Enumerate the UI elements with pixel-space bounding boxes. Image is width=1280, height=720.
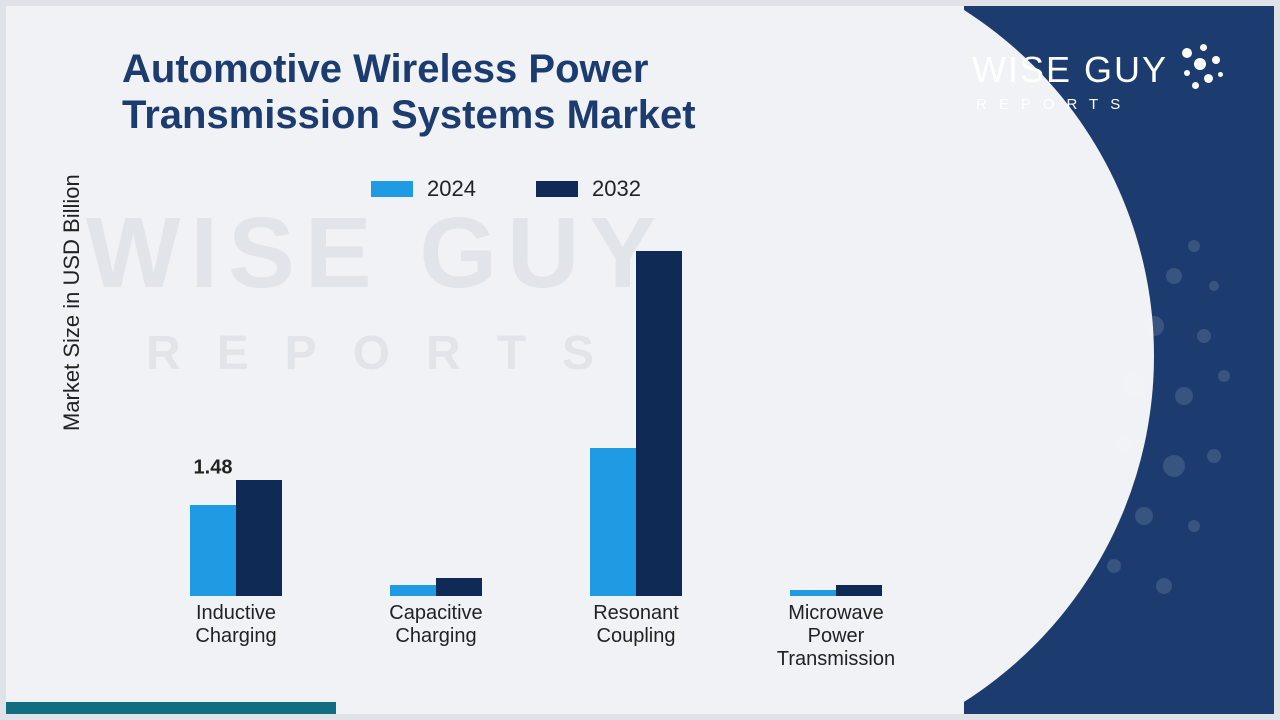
- bar-group: ResonantCoupling: [536, 226, 736, 596]
- legend: 2024 2032: [66, 176, 946, 202]
- bar: [390, 585, 436, 596]
- brand-logo: WISE GUY REPORTS: [972, 42, 1230, 113]
- category-label: CapacitiveCharging: [351, 602, 521, 648]
- bar: [236, 480, 282, 596]
- chart: Market Size in USD Billion 2024 2032 1.4…: [66, 176, 946, 686]
- bar: [190, 505, 236, 596]
- legend-label: 2032: [592, 176, 641, 202]
- legend-label: 2024: [427, 176, 476, 202]
- logo-main-text: WISE GUY: [972, 49, 1168, 91]
- bar: [590, 448, 636, 596]
- legend-item: 2032: [536, 176, 641, 202]
- category-label: MicrowavePowerTransmission: [751, 602, 921, 671]
- category-label: ResonantCoupling: [551, 602, 721, 648]
- bar-group: CapacitiveCharging: [336, 226, 536, 596]
- bar: [436, 578, 482, 597]
- y-axis-label: Market Size in USD Billion: [59, 174, 85, 431]
- logo-dots-icon: [1174, 42, 1230, 98]
- bar: [636, 251, 682, 596]
- frame: WISE GUY REPORTS WISE GUY REPORTS Automot…: [6, 6, 1274, 714]
- category-label: InductiveCharging: [151, 602, 321, 648]
- bars: [390, 578, 482, 597]
- bars: [190, 480, 282, 596]
- legend-swatch: [536, 181, 578, 197]
- legend-item: 2024: [371, 176, 476, 202]
- plot-area: 1.48InductiveChargingCapacitiveChargingR…: [136, 226, 936, 596]
- bar: [790, 590, 836, 596]
- bars: [790, 585, 882, 596]
- value-label: 1.48: [194, 456, 233, 479]
- page-title: Automotive Wireless Power Transmission S…: [122, 46, 882, 138]
- bars: [590, 251, 682, 596]
- bar: [836, 585, 882, 596]
- bottom-accent-bar: [6, 702, 336, 714]
- bar-groups: 1.48InductiveChargingCapacitiveChargingR…: [136, 226, 936, 596]
- legend-swatch: [371, 181, 413, 197]
- bar-group: MicrowavePowerTransmission: [736, 226, 936, 596]
- bar-group: 1.48InductiveCharging: [136, 226, 336, 596]
- logo-sub-text: REPORTS: [976, 96, 1230, 113]
